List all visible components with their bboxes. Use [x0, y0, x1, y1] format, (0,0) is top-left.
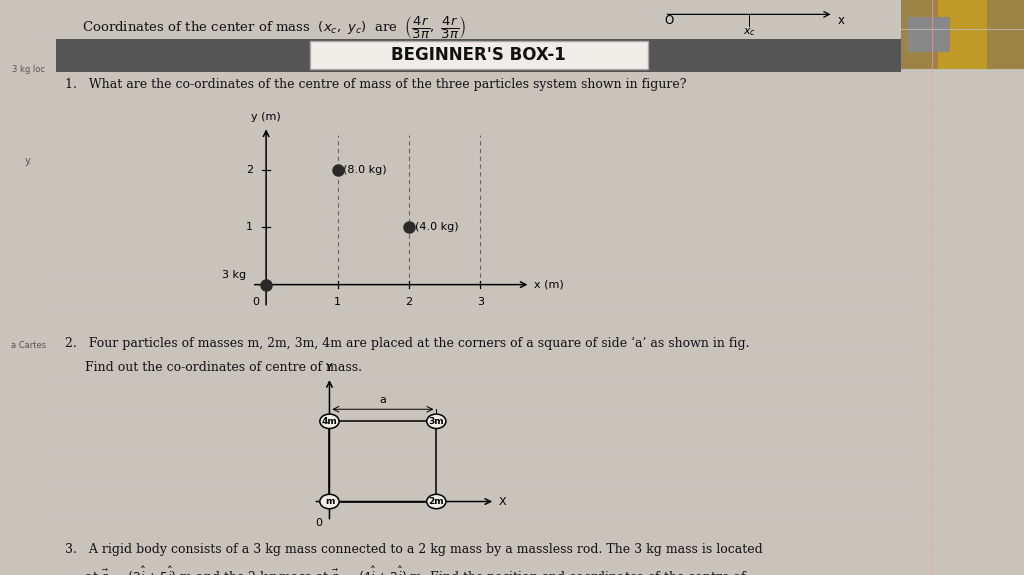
- Text: 2.   Four particles of masses m, 2m, 3m, 4m are placed at the corners of a squar: 2. Four particles of masses m, 2m, 3m, 4…: [65, 336, 750, 350]
- Text: $x_c$: $x_c$: [742, 26, 756, 38]
- Text: 1: 1: [246, 222, 253, 232]
- Text: x: x: [838, 14, 845, 28]
- Text: 0: 0: [315, 518, 323, 528]
- Bar: [938, 0, 987, 69]
- Text: 3.   A rigid body consists of a 3 kg mass connected to a 2 kg mass by a massless: 3. A rigid body consists of a 3 kg mass …: [65, 543, 763, 557]
- Text: 3 kg loc: 3 kg loc: [11, 64, 45, 74]
- Text: 0: 0: [252, 297, 259, 307]
- Circle shape: [427, 494, 445, 509]
- Text: m: m: [325, 497, 334, 506]
- Text: 3: 3: [477, 297, 484, 307]
- Text: at $\vec{r}_1 = (2\hat{i} + 5\hat{j})$ m and the 2 kg mass at $\vec{r}_2 = (4\ha: at $\vec{r}_1 = (2\hat{i} + 5\hat{j})$ m…: [65, 565, 748, 575]
- Text: BEGINNER'S BOX-1: BEGINNER'S BOX-1: [391, 46, 566, 64]
- Text: a Cartes: a Cartes: [10, 340, 46, 350]
- Circle shape: [319, 414, 339, 428]
- Text: x (m): x (m): [535, 279, 564, 290]
- Text: O: O: [665, 14, 674, 28]
- Text: 3 kg: 3 kg: [222, 270, 246, 280]
- Circle shape: [427, 414, 445, 428]
- Text: 2: 2: [246, 164, 253, 175]
- Text: 4m: 4m: [322, 417, 337, 426]
- Bar: [907, 17, 950, 52]
- Text: 3m: 3m: [428, 417, 444, 426]
- Text: y (m): y (m): [251, 113, 281, 122]
- Text: Coordinates of the center of mass  $(x_c,\ y_c)$  are  $\left(\dfrac{4r}{3\pi},\: Coordinates of the center of mass $(x_c,…: [82, 14, 466, 41]
- Text: 1.   What are the co-ordinates of the centre of mass of the three particles syst: 1. What are the co-ordinates of the cent…: [65, 78, 686, 91]
- Text: 1: 1: [334, 297, 341, 307]
- Bar: [309, 41, 647, 69]
- Text: y.: y.: [25, 156, 32, 166]
- Bar: [56, 39, 901, 72]
- Text: (4.0 kg): (4.0 kg): [415, 222, 459, 232]
- Text: 2m: 2m: [428, 497, 444, 506]
- Circle shape: [319, 494, 339, 509]
- Text: 2: 2: [406, 297, 413, 307]
- Text: Find out the co-ordinates of centre of mass.: Find out the co-ordinates of centre of m…: [65, 361, 361, 374]
- Bar: [901, 0, 1024, 69]
- Text: Y: Y: [326, 363, 333, 373]
- Text: X: X: [499, 497, 506, 507]
- Text: (8.0 kg): (8.0 kg): [343, 164, 387, 175]
- Text: a: a: [380, 395, 386, 405]
